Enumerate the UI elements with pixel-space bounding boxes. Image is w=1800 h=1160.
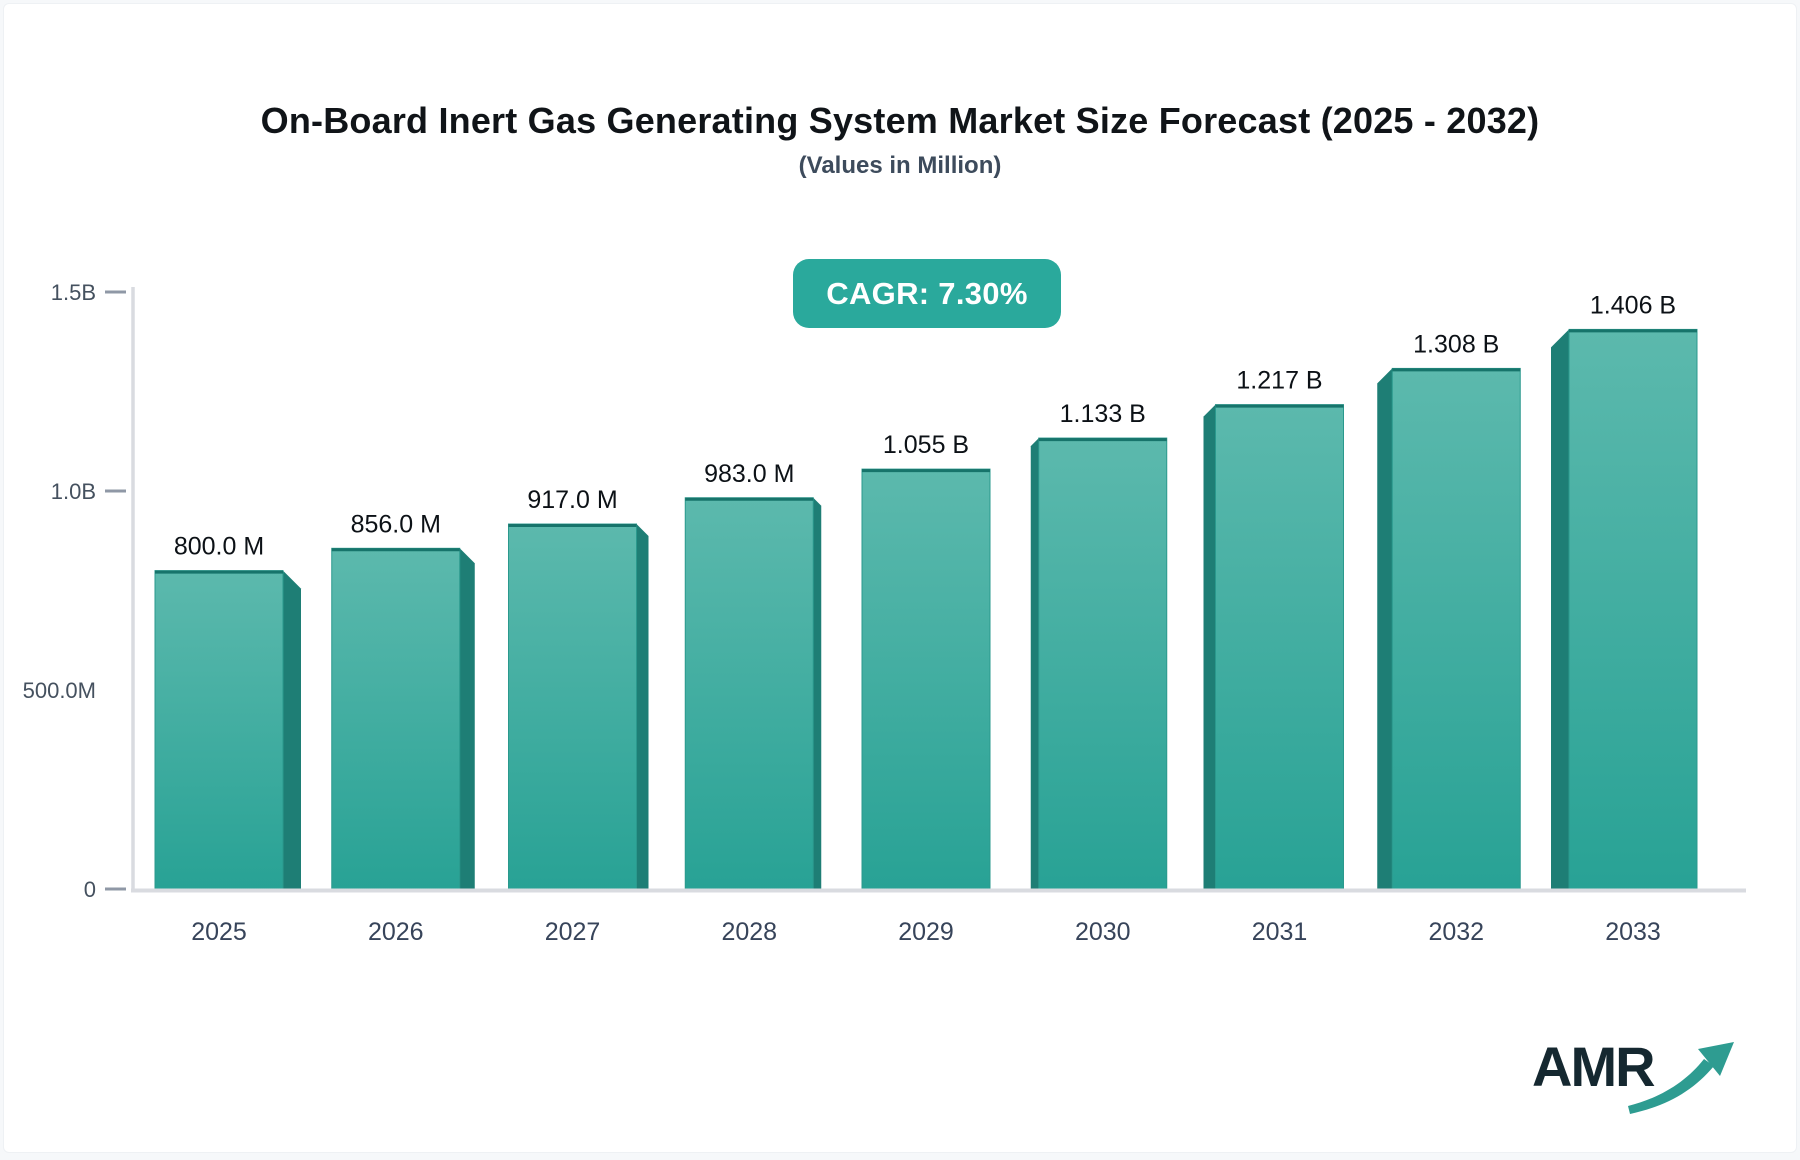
bar-value-label: 800.0 M (174, 533, 264, 561)
bar (1039, 438, 1167, 889)
x-tick-label: 2026 (368, 918, 424, 946)
y-tick-label: 1.5B (51, 280, 96, 305)
y-tick-label: 0 (84, 877, 96, 902)
bar (862, 469, 990, 889)
bar-side-face (637, 524, 649, 889)
y-tick-label: 1.0B (51, 479, 96, 504)
bar-side-face (460, 548, 475, 889)
x-tick-label: 2031 (1252, 918, 1308, 946)
bar-value-label: 1.055 B (883, 431, 969, 459)
bar (685, 498, 813, 889)
growth-arrow-icon (1628, 1040, 1752, 1124)
bar-value-label: 1.406 B (1590, 291, 1676, 319)
bar-side-face (1377, 368, 1392, 889)
x-tick-label: 2032 (1428, 918, 1484, 946)
bar-side-face (1204, 405, 1216, 889)
bar-value-label: 917.0 M (527, 486, 617, 514)
bar-side-face (1551, 329, 1569, 889)
y-tick-label: 500.0M (23, 678, 96, 703)
bar-chart: 1.5B 1.0B 500.0M 0 800.0 M 2025 856.0 M 2026 917… (4, 4, 1800, 1160)
x-tick-label: 2029 (898, 918, 954, 946)
bar (1392, 368, 1520, 889)
x-tick-label: 2027 (545, 918, 601, 946)
chart-card: On-Board Inert Gas Generating System Mar… (3, 3, 1797, 1153)
x-tick-label: 2033 (1605, 918, 1661, 946)
bar-value-label: 983.0 M (704, 460, 794, 488)
x-tick-label: 2025 (191, 918, 247, 946)
bar-side-face (283, 571, 301, 889)
x-tick-label: 2030 (1075, 918, 1131, 946)
amr-logo: AMR (1532, 1034, 1752, 1134)
bar (509, 524, 637, 889)
bar-value-label: 1.308 B (1413, 330, 1499, 358)
x-tick-label: 2028 (721, 918, 777, 946)
bar-value-label: 1.133 B (1060, 400, 1146, 428)
bar-side-face (813, 498, 821, 889)
bar (1569, 329, 1697, 889)
bar (155, 571, 283, 889)
bar-value-label: 856.0 M (351, 510, 441, 538)
cagr-badge: CAGR: 7.30% (793, 259, 1061, 328)
bar (1216, 405, 1344, 889)
bar (332, 548, 460, 889)
bar-value-label: 1.217 B (1236, 367, 1322, 395)
bar-side-face (1031, 438, 1039, 889)
